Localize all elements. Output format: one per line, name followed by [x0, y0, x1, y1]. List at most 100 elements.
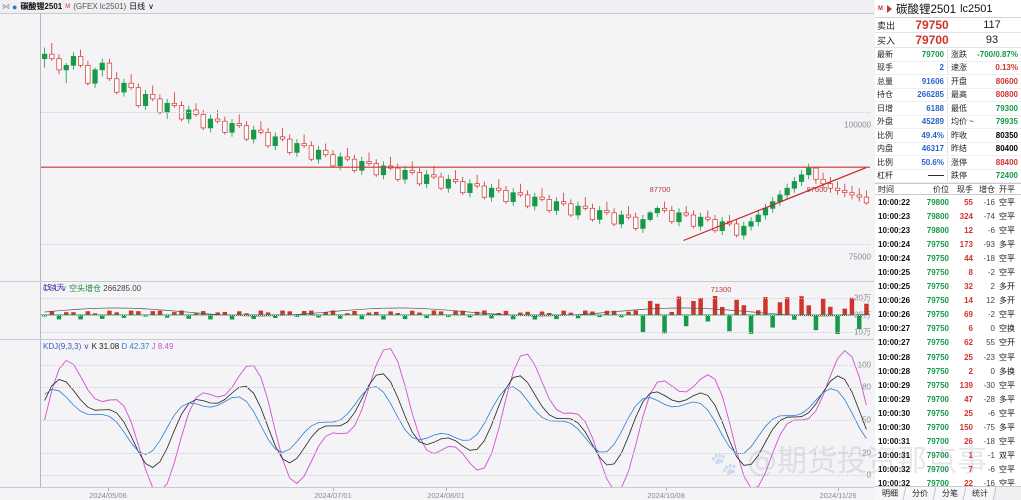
tick-open-close: 空平 — [999, 310, 1015, 320]
quote-header: M 碳酸锂2501 lc2501 — [875, 0, 1021, 18]
tab-分笔[interactable]: 分笔 — [933, 487, 967, 500]
kdj-lines-svg — [44, 348, 867, 487]
tick-oi-change: -75 — [983, 423, 995, 433]
tab-label: 分笔 — [942, 489, 958, 498]
tick-open-close: 空平 — [999, 197, 1015, 207]
table-row[interactable]: 10:00:29 79750 139 -30 空平 — [875, 378, 1021, 392]
table-row[interactable]: 10:00:28 79750 2 0 多换 — [875, 364, 1021, 378]
ccl-value: 266285.00 — [103, 284, 142, 293]
bid-row: 买入 79700 93 — [875, 33, 1021, 48]
tick-open-close: 多开 — [999, 296, 1015, 306]
table-row[interactable]: 10:00:22 79800 55 -16 空平 — [875, 195, 1021, 209]
quote-stat-value: 46317 — [921, 144, 944, 154]
ccl-legend[interactable]: CCL ∨ 空头增仓 266285.00 — [43, 283, 141, 294]
tick-oi-change: -18 — [983, 253, 995, 263]
table-row[interactable]: 10:00:31 79700 1 -1 双平 — [875, 449, 1021, 463]
table-row[interactable]: 10:00:31 79700 26 -18 空平 — [875, 435, 1021, 449]
table-row[interactable]: 10:00:32 79700 7 -6 空平 — [875, 463, 1021, 477]
quote-stat-label: 持仓 — [877, 90, 893, 100]
tick-time: 10:00:31 — [878, 451, 911, 461]
quote-panel[interactable]: M 碳酸锂2501 lc2501 卖出 79750 117 买入 79700 9… — [873, 0, 1021, 500]
table-row[interactable]: 10:00:30 79750 25 -6 空平 — [875, 406, 1021, 420]
tick-oi-change: -23 — [983, 352, 995, 362]
tab-分价[interactable]: 分价 — [903, 487, 937, 500]
tick-price: 79700 — [926, 451, 949, 461]
kdj-plot — [41, 340, 870, 487]
ccl-pane[interactable]: CCL ∨ 空头增仓 266285.00 30万 20万 10万 — [0, 281, 874, 339]
kdj-legend[interactable]: KDJ(9,3,3) ∨ K 31.08 D 42.37 J 8.49 — [43, 342, 173, 351]
quote-stat-value: 266285 — [917, 90, 944, 100]
quote-stat-label: 现手 — [877, 63, 893, 73]
table-row[interactable]: 10:00:23 79800 324 -74 空平 — [875, 209, 1021, 223]
quote-stat-value2: 80600 — [995, 76, 1018, 86]
x-axis-label: 2024/10/08 — [647, 491, 685, 500]
tick-oi-change: 12 — [986, 296, 995, 306]
table-row[interactable]: 10:00:23 79800 12 -6 空平 — [875, 223, 1021, 237]
chart-annotation: 71300 — [710, 285, 732, 294]
tick-col-price: 价位 — [933, 184, 949, 194]
table-row[interactable]: 10:00:24 79750 173 -93 多平 — [875, 237, 1021, 251]
tick-volume: 25 — [964, 408, 973, 418]
tick-time: 10:00:25 — [878, 282, 911, 292]
chevron-down-icon[interactable]: ∨ — [60, 284, 67, 293]
table-row[interactable]: 10:00:27 79750 6 0 空换 — [875, 322, 1021, 336]
table-row[interactable]: 10:00:25 79750 32 2 多开 — [875, 280, 1021, 294]
bid-price: 79700 — [915, 33, 949, 47]
quote-stat-label2: 开盘 — [947, 75, 975, 87]
tick-price: 79750 — [926, 253, 949, 263]
candlestick-svg — [41, 43, 870, 242]
table-row[interactable]: 10:00:26 79750 69 -2 空平 — [875, 308, 1021, 322]
period-label[interactable]: 日线 — [129, 2, 146, 11]
table-row[interactable]: 10:00:24 79750 44 -18 空平 — [875, 251, 1021, 265]
quote-stat-value: —— — [928, 171, 944, 181]
quote-stat-value2: 80350 — [995, 130, 1018, 140]
kdj-pane[interactable]: KDJ(9,3,3) ∨ K 31.08 D 42.37 J 8.49 100 … — [0, 339, 874, 487]
tick-open-close: 空平 — [999, 465, 1015, 475]
quote-stat-value: 91606 — [921, 76, 944, 86]
chevron-down-icon[interactable]: ∨ — [83, 342, 90, 351]
ask-qty: 117 — [983, 19, 1001, 31]
tick-volume: 173 — [959, 239, 973, 249]
tick-table-body[interactable]: 10:00:22 79800 55 -16 空平 10:00:23 79800 324 -74 空… — [875, 195, 1021, 500]
ccl-y-axis — [40, 282, 41, 339]
x-axis-label: 2024/08/01 — [427, 491, 465, 500]
tick-oi-change: -2 — [987, 310, 995, 320]
table-row[interactable]: 10:00:32 79700 22 -16 空平 — [875, 477, 1021, 491]
quote-stat-row: 比例 49.4% 昨收 80350 — [875, 129, 1021, 143]
table-row[interactable]: 10:00:28 79750 25 -23 空平 — [875, 350, 1021, 364]
table-row[interactable]: 10:00:25 79750 8 -2 空平 — [875, 265, 1021, 279]
tick-volume: 7 — [968, 465, 973, 475]
panel-tabs[interactable]: 明细 分价 分笔 统计 — [873, 486, 1021, 500]
table-row[interactable]: 10:00:29 79700 47 -28 多平 — [875, 392, 1021, 406]
drag-grip-icon[interactable]: ⋈ — [2, 2, 10, 11]
ccl-indicator-name[interactable]: CCL — [43, 284, 59, 293]
tick-price: 79750 — [926, 310, 949, 320]
table-row[interactable]: 10:00:30 79700 150 -75 多平 — [875, 421, 1021, 435]
quote-stat-value2: 88400 — [995, 157, 1018, 167]
tick-col-openclose: 开平 — [999, 184, 1015, 194]
chevron-down-icon[interactable]: ∨ — [148, 2, 154, 11]
table-row[interactable]: 10:00:27 79750 62 55 空开 — [875, 336, 1021, 350]
tick-volume: 139 — [959, 380, 973, 390]
tick-time: 10:00:27 — [878, 338, 911, 348]
tab-统计[interactable]: 统计 — [963, 487, 997, 500]
tick-price: 79700 — [926, 437, 949, 447]
tick-volume: 6 — [968, 324, 973, 334]
ccl-bars-svg — [41, 296, 870, 334]
tick-open-close: 多换 — [999, 366, 1015, 376]
tab-明细[interactable]: 明细 — [873, 487, 907, 500]
tick-price: 79750 — [926, 324, 949, 334]
chart-area[interactable]: ⋈ ● 碳酸锂2501 M (GFEX lc2501) 日线 ∨ 100000 … — [0, 0, 874, 500]
tick-open-close: 空开 — [999, 338, 1015, 348]
tick-time: 10:00:29 — [878, 394, 911, 404]
ask-row: 卖出 79750 117 — [875, 18, 1021, 33]
tab-label: 分价 — [912, 489, 928, 498]
chart-titlebar[interactable]: ⋈ ● 碳酸锂2501 M (GFEX lc2501) 日线 ∨ — [0, 0, 874, 13]
quote-stat-value2: 80800 — [995, 90, 1018, 100]
kdj-indicator-name[interactable]: KDJ(9,3,3) — [43, 342, 82, 351]
table-row[interactable]: 10:00:26 79750 14 12 多开 — [875, 294, 1021, 308]
quote-stat-label2: 最高 — [947, 89, 975, 101]
quote-stat-label2: 涨停 — [947, 156, 975, 168]
price-pane[interactable]: 100000 75000 — [0, 13, 874, 281]
x-axis-label: 2024/07/01 — [314, 491, 352, 500]
